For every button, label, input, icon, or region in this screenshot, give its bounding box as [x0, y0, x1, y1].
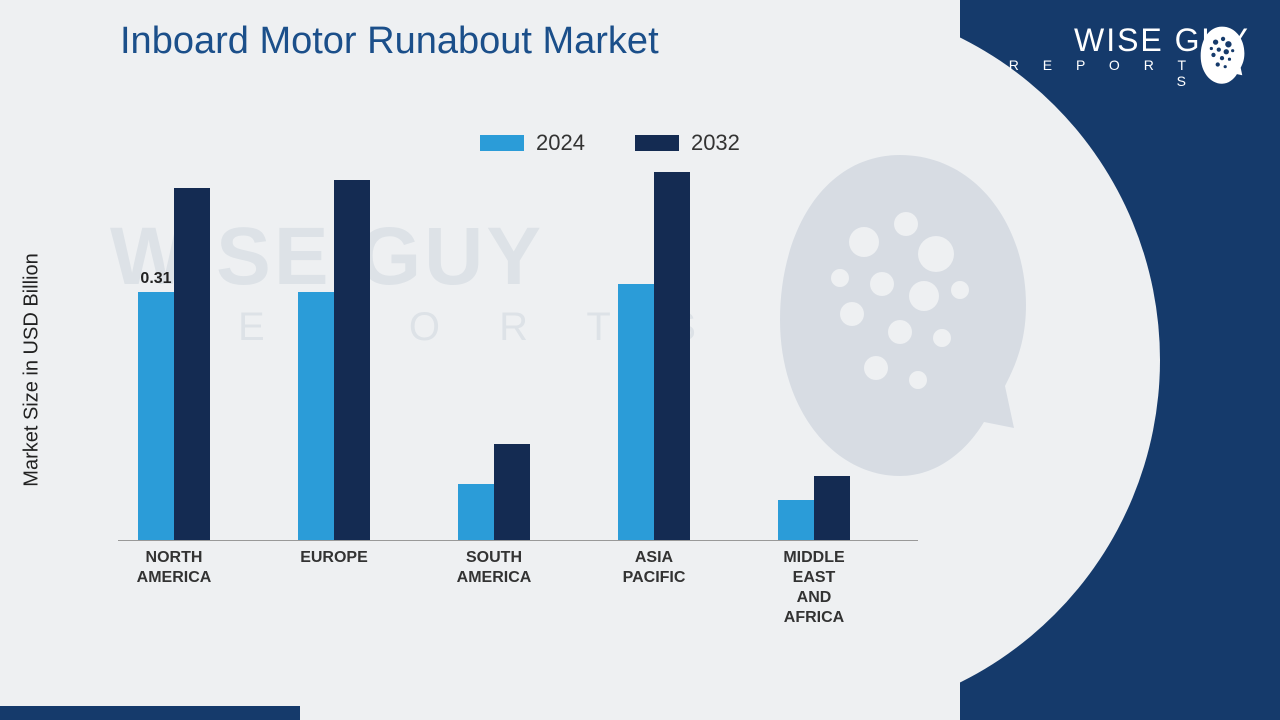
x-axis-category-label: NORTHAMERICA: [114, 548, 234, 588]
bar: [814, 476, 850, 540]
x-axis-category-label: SOUTHAMERICA: [434, 548, 554, 588]
chart-title: Inboard Motor Runabout Market: [120, 20, 659, 63]
decorative-bottom-bar: [0, 706, 300, 720]
brand-logo: WISE GUY R E P O R T S: [990, 22, 1250, 89]
bar: [778, 500, 814, 540]
bar: [298, 292, 334, 540]
brand-head-icon: [1194, 24, 1250, 88]
bar: [334, 180, 370, 540]
x-axis-category-label: ASIAPACIFIC: [594, 548, 714, 588]
bar: [458, 484, 494, 540]
bar: [174, 188, 210, 540]
plot-area: 0.31: [118, 140, 918, 540]
bar-value-label: 0.31: [138, 270, 174, 292]
y-axis-label: Market Size in USD Billion: [21, 253, 44, 486]
x-axis-line: [118, 540, 918, 541]
bar: [618, 284, 654, 540]
x-axis-category-label: MIDDLEEASTANDAFRICA: [754, 548, 874, 628]
chart-area: Market Size in USD Billion 0.31 NORTHAME…: [60, 140, 940, 600]
bar: [654, 172, 690, 540]
bar: [494, 444, 530, 540]
x-axis-category-label: EUROPE: [274, 548, 394, 568]
bar: 0.31: [138, 292, 174, 540]
chart-canvas: WISE GUY R E P O R T S WISE GUY R E P O …: [0, 0, 1280, 720]
